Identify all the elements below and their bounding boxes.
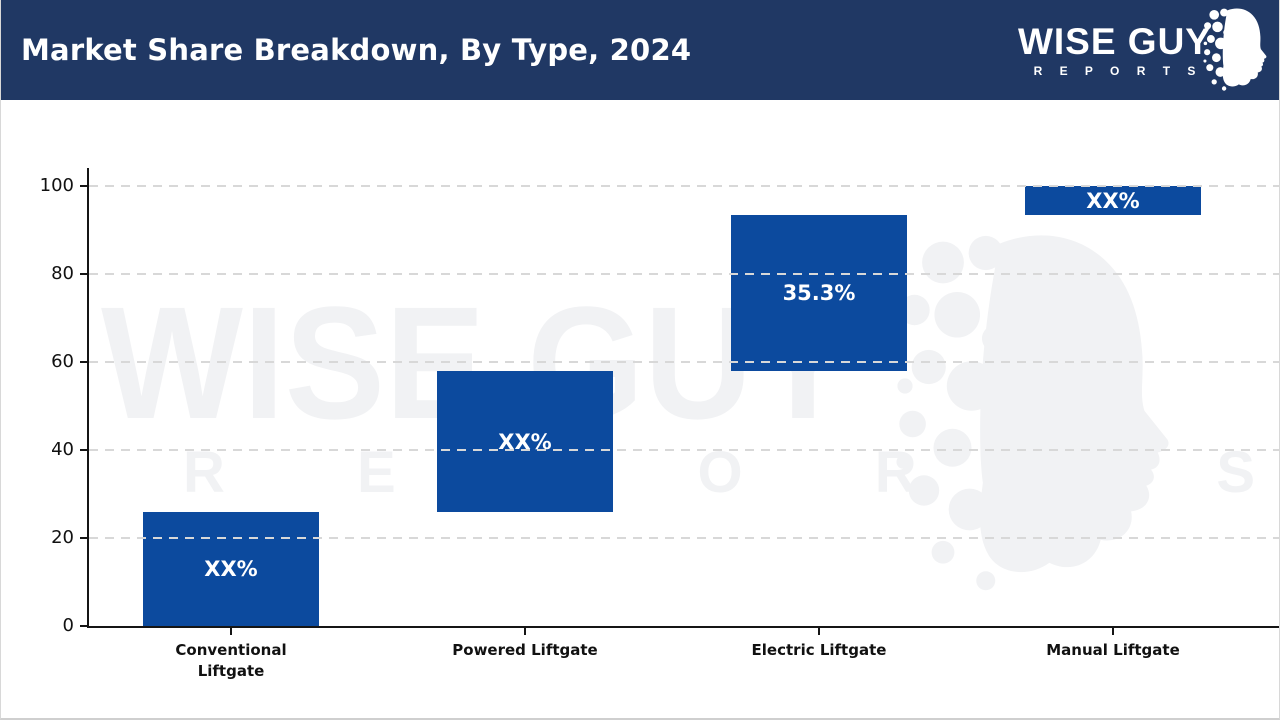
wiseguy-logo: WISE GUY R E P O R T S bbox=[1017, 6, 1279, 94]
logo-line2: R E P O R T S bbox=[1033, 63, 1203, 78]
y-tick-label-0: 0 bbox=[62, 615, 74, 636]
bar-powered-liftgate: XX% bbox=[437, 370, 613, 513]
watermark-text-line2: R E P O R T S bbox=[183, 440, 1280, 505]
page-title: Market Share Breakdown, By Type, 2024 bbox=[21, 33, 692, 67]
gridline-y-100 bbox=[89, 185, 1279, 187]
x-tick-4 bbox=[1112, 628, 1114, 635]
gridline-y-60 bbox=[89, 361, 1279, 363]
y-tick-label-100: 100 bbox=[39, 175, 74, 196]
y-tick-label-80: 80 bbox=[51, 263, 74, 284]
logo-line1: WISE GUY bbox=[1017, 20, 1211, 62]
x-tick-label-1: Conventional Liftgate bbox=[175, 641, 287, 680]
x-tick-3 bbox=[818, 628, 820, 635]
y-tick-label-40: 40 bbox=[51, 439, 74, 460]
bar-value-label: XX% bbox=[1086, 188, 1140, 213]
header-bar: Market Share Breakdown, By Type, 2024 WI… bbox=[1, 0, 1279, 100]
y-tick-0 bbox=[80, 625, 87, 627]
y-tick-label-60: 60 bbox=[51, 351, 74, 372]
x-axis-line bbox=[87, 626, 1279, 628]
x-tick-1 bbox=[230, 628, 232, 635]
bar-value-label: 35.3% bbox=[782, 281, 856, 306]
y-tick-100 bbox=[80, 185, 87, 187]
bar-value-label: XX% bbox=[498, 429, 552, 454]
bar-manual-liftgate: XX% bbox=[1025, 186, 1201, 216]
y-tick-80 bbox=[80, 273, 87, 275]
watermark-text-line1: WISE GUY bbox=[101, 273, 854, 452]
x-tick-2 bbox=[524, 628, 526, 635]
x-tick-label-2: Powered Liftgate bbox=[452, 641, 598, 659]
y-tick-20 bbox=[80, 537, 87, 539]
y-tick-60 bbox=[80, 361, 87, 363]
bar-conventional-liftgate: XX% bbox=[143, 512, 319, 626]
gridline-y-20 bbox=[89, 537, 1279, 539]
gridline-y-40 bbox=[89, 449, 1279, 451]
wiseguy-logo-face-icon bbox=[1203, 8, 1267, 91]
wiseguy-logo-text: WISE GUY R E P O R T S bbox=[1017, 20, 1211, 78]
y-axis-line bbox=[87, 168, 89, 628]
y-tick-label-20: 20 bbox=[51, 527, 74, 548]
gridline-y-80 bbox=[89, 273, 1279, 275]
y-tick-40 bbox=[80, 449, 87, 451]
x-tick-label-3: Electric Liftgate bbox=[751, 641, 887, 659]
watermark-face-icon bbox=[896, 235, 1169, 591]
bar-value-label: XX% bbox=[204, 557, 258, 582]
x-tick-label-4: Manual Liftgate bbox=[1046, 641, 1180, 659]
bar-electric-liftgate: 35.3% bbox=[731, 215, 907, 371]
